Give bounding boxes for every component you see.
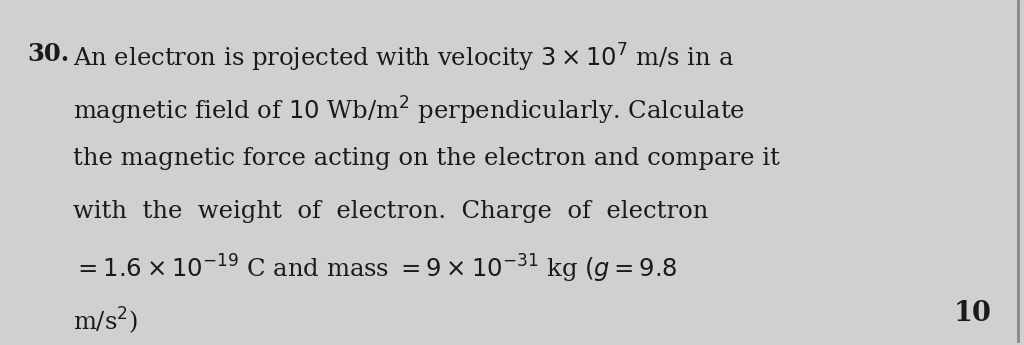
Text: 30.: 30. [27, 42, 70, 66]
Text: magnetic field of $10$ Wb/m$^2$ perpendicularly. Calculate: magnetic field of $10$ Wb/m$^2$ perpendi… [73, 95, 744, 127]
Text: with  the  weight  of  electron.  Charge  of  electron: with the weight of electron. Charge of e… [73, 200, 709, 223]
Text: 10: 10 [954, 300, 992, 327]
Text: $= 1.6 \times 10^{-19}$ C and mass $= 9 \times 10^{-31}$ kg $(g = 9.8$: $= 1.6 \times 10^{-19}$ C and mass $= 9 … [73, 253, 677, 285]
Text: m/s$^2$): m/s$^2$) [73, 305, 138, 336]
Text: the magnetic force acting on the electron and compare it: the magnetic force acting on the electro… [73, 147, 779, 170]
Text: An electron is projected with velocity $3 \times 10^7$ m/s in a: An electron is projected with velocity $… [73, 42, 734, 74]
